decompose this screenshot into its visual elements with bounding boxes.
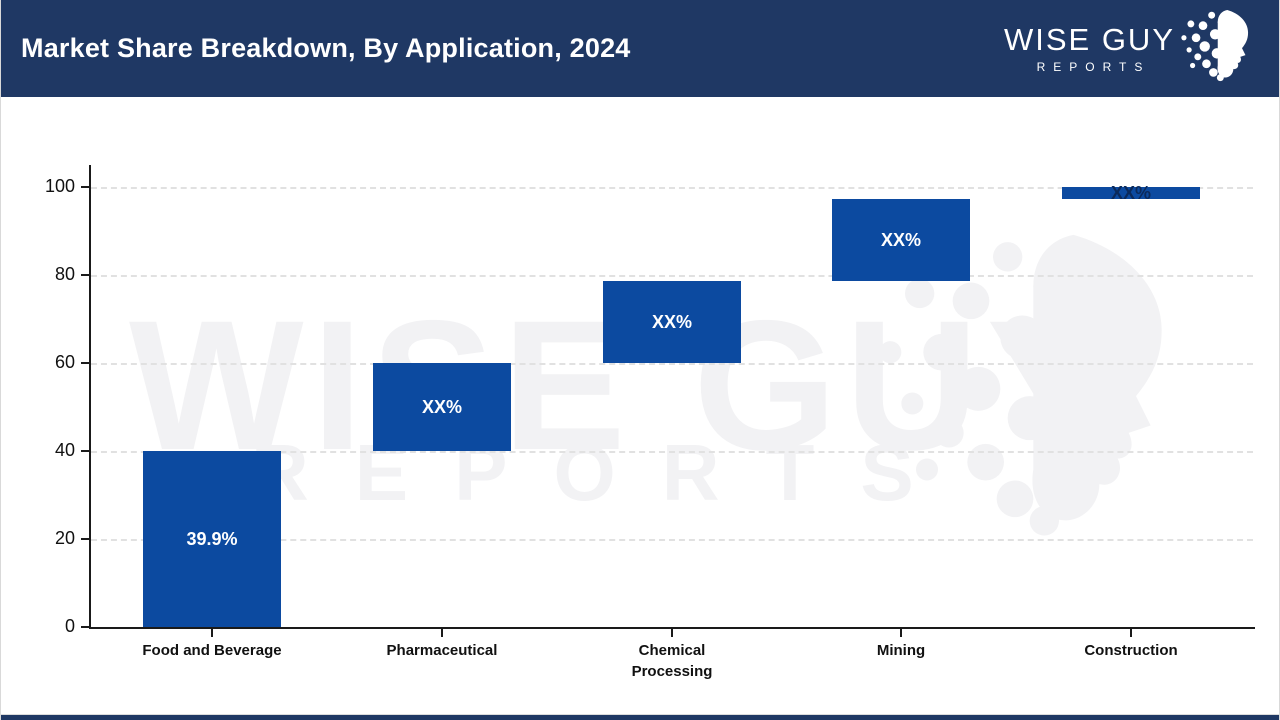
y-tick-label-20: 20 [54,528,75,548]
x-tick [211,629,213,637]
y-tick-100 [81,186,89,188]
page-title: Market Share Breakdown, By Application, … [21,33,631,63]
x-category-label: Mining [876,642,926,659]
bar-segment: XX% [832,199,970,282]
y-tick-80 [81,274,89,276]
x-tick [441,629,443,637]
bar-segment: XX% [603,281,741,363]
y-tick-label-60: 60 [54,352,75,372]
x-axis-line [89,627,1255,629]
gridline-40 [91,451,1253,453]
x-category-label: Pharmaceutical [386,642,498,659]
x-tick [1130,629,1132,637]
y-tick-label-40: 40 [54,440,75,460]
footer-bar [1,714,1279,720]
bar-value-label: XX% [880,229,922,250]
bar-value-label: XX% [651,311,693,332]
y-axis-line [89,165,91,629]
dotted-face-icon [1177,3,1255,94]
bar-segment: XX% [1062,183,1200,203]
header-bar: Market Share Breakdown, By Application, … [1,0,1279,97]
gridline-100 [91,187,1253,189]
y-tick-40 [81,450,89,452]
x-tick [671,629,673,637]
gridline-60 [91,363,1253,365]
y-tick-label-80: 80 [54,264,75,284]
bar-value-label: XX% [1110,182,1152,203]
brand-name: WISE GUY [1003,22,1175,57]
y-tick-20 [81,538,89,540]
gridline-20 [91,539,1253,541]
bar-segment: XX% [373,363,511,452]
y-tick-label-100: 100 [44,176,75,196]
y-tick-0 [81,626,89,628]
gridline-80 [91,275,1253,277]
y-tick-label-0: 0 [64,616,75,636]
bar-value-label: 39.9% [186,528,238,549]
brand-subname: REPORTS [1036,60,1151,74]
bar-segment: 39.9% [143,451,281,627]
x-category-label: Construction [1084,642,1178,659]
x-tick [900,629,902,637]
watermark-text-2: REPORTS [251,428,960,517]
x-category-label: Chemical Processing [631,642,713,680]
bar-value-label: XX% [421,396,463,417]
brand-logo: WISE GUY REPORTS [1004,3,1255,94]
brand-logo-text: WISE GUY REPORTS [1004,24,1175,73]
x-category-label: Food and Beverage [142,642,282,659]
y-tick-60 [81,362,89,364]
